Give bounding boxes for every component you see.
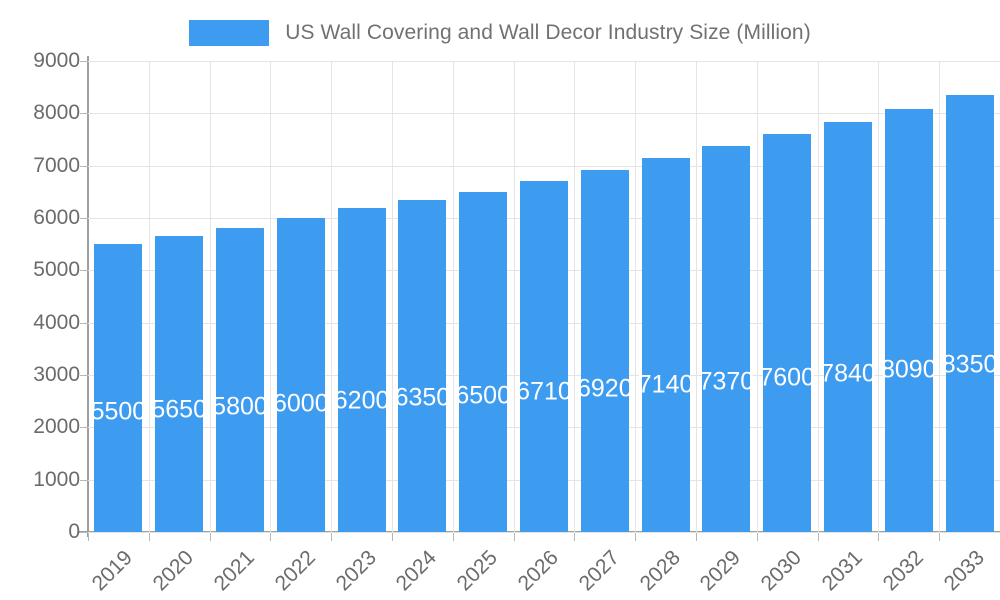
bar[interactable] xyxy=(155,236,204,532)
x-axis-tick-label: 2026 xyxy=(513,546,563,596)
gridline-horizontal xyxy=(88,113,1000,115)
gridline-horizontal xyxy=(88,61,1000,62)
x-axis-tick-mark xyxy=(818,533,819,541)
bar[interactable] xyxy=(459,191,508,532)
gridline-vertical xyxy=(149,61,150,532)
y-axis-tick-label: 5000 xyxy=(33,258,80,282)
bar[interactable] xyxy=(945,95,994,532)
gridline-horizontal xyxy=(88,532,1000,533)
y-axis-tick-mark xyxy=(80,165,88,167)
gridline-vertical xyxy=(878,61,879,532)
y-axis-tick-mark xyxy=(80,322,88,324)
gridline-vertical xyxy=(574,61,575,532)
bar-slot: 6000 xyxy=(273,61,329,532)
x-axis-tick-mark xyxy=(939,533,940,541)
x-axis-tick-label: 2021 xyxy=(209,546,259,596)
y-axis-tick-label: 8000 xyxy=(33,101,80,125)
x-axis-tick-mark xyxy=(635,533,636,541)
y-axis-tick-label: 7000 xyxy=(33,153,80,177)
x-axis-tick-label: 2025 xyxy=(452,546,503,596)
bar-slot: 6350 xyxy=(395,61,450,532)
y-axis-tick-label: 1000 xyxy=(33,467,80,491)
x-axis-tick-label: 2023 xyxy=(331,546,381,596)
gridline-vertical xyxy=(392,61,393,532)
y-axis-tick-mark xyxy=(80,427,88,429)
y-axis-tick-label: 2000 xyxy=(33,415,80,439)
y-axis-tick-mark xyxy=(80,61,88,62)
x-axis-tick-mark xyxy=(270,533,271,541)
x-axis-tick-mark xyxy=(574,533,575,541)
gridline-vertical xyxy=(453,61,454,532)
legend-label: US Wall Covering and Wall Decor Industry… xyxy=(285,21,811,44)
bar[interactable] xyxy=(702,146,751,532)
x-axis-tick-label: 2032 xyxy=(878,546,928,596)
gridline-vertical xyxy=(514,61,515,532)
bar[interactable] xyxy=(884,108,933,532)
gridline-vertical xyxy=(210,61,211,532)
x-axis-tick-label: 2031 xyxy=(817,546,867,596)
bar[interactable] xyxy=(580,169,629,532)
bar[interactable] xyxy=(641,158,690,532)
y-axis-tick-label: 6000 xyxy=(33,206,80,229)
bar[interactable] xyxy=(276,218,325,532)
x-axis-tick-label: 2027 xyxy=(574,546,624,596)
y-axis-tick-label: 3000 xyxy=(33,363,80,386)
y-axis-tick-labels: 0 1000 2000 3000 4000 5000 6000 7000 8000 9000 xyxy=(0,0,88,600)
x-axis-tick-mark xyxy=(757,533,758,541)
x-axis-tick-mark xyxy=(878,533,879,541)
y-axis-tick-label: 4000 xyxy=(33,310,80,334)
x-axis-tick-label: 2024 xyxy=(392,546,442,596)
bar[interactable] xyxy=(398,199,447,532)
bar[interactable] xyxy=(94,244,143,532)
y-axis-tick-mark xyxy=(80,532,88,533)
chart-legend: US Wall Covering and Wall Decor Industry… xyxy=(0,12,1000,54)
gridline-vertical xyxy=(757,61,758,532)
y-axis-tick-label: 0 xyxy=(68,520,80,543)
bar[interactable] xyxy=(763,134,812,532)
x-axis-tick-mark xyxy=(331,533,332,541)
y-axis-tick-mark xyxy=(80,270,88,272)
x-axis-tick-mark xyxy=(88,533,89,541)
y-axis-tick-mark xyxy=(80,218,88,219)
gridline-vertical xyxy=(696,61,697,532)
y-axis-line xyxy=(87,56,89,537)
gridline-vertical xyxy=(939,61,940,532)
x-axis-tick-label: 2019 xyxy=(88,546,138,596)
x-axis-tick-mark xyxy=(514,533,515,541)
x-axis-tick-mark xyxy=(149,533,150,541)
x-axis-tick-mark xyxy=(696,533,697,541)
gridline-vertical xyxy=(635,61,636,532)
bar-slot: 6710 xyxy=(516,61,572,532)
x-axis-tick-label: 2029 xyxy=(696,546,746,596)
gridline-vertical xyxy=(818,61,819,532)
x-axis-tick-label: 2022 xyxy=(270,546,320,596)
legend-swatch-icon xyxy=(189,20,270,46)
gridline-horizontal xyxy=(88,165,1000,167)
gridline-vertical xyxy=(331,61,332,532)
y-axis-tick-mark xyxy=(80,479,88,481)
bar[interactable] xyxy=(823,121,872,532)
x-axis-tick-mark xyxy=(210,533,211,541)
x-axis-tick-mark xyxy=(453,533,454,541)
y-axis-tick-mark xyxy=(80,113,88,115)
y-axis-tick-label: 9000 xyxy=(33,49,80,72)
y-axis-tick-mark xyxy=(80,375,88,376)
x-axis-tick-label: 2020 xyxy=(148,546,199,596)
gridline-vertical xyxy=(270,61,271,532)
bar[interactable] xyxy=(337,207,386,532)
bar[interactable] xyxy=(519,180,568,532)
x-axis-tick-label: 2030 xyxy=(756,546,807,596)
x-axis-tick-mark xyxy=(392,533,393,541)
bar[interactable] xyxy=(215,228,264,532)
x-axis-tick-label: 2028 xyxy=(635,546,685,596)
x-axis-tick-label: 2033 xyxy=(939,546,989,596)
